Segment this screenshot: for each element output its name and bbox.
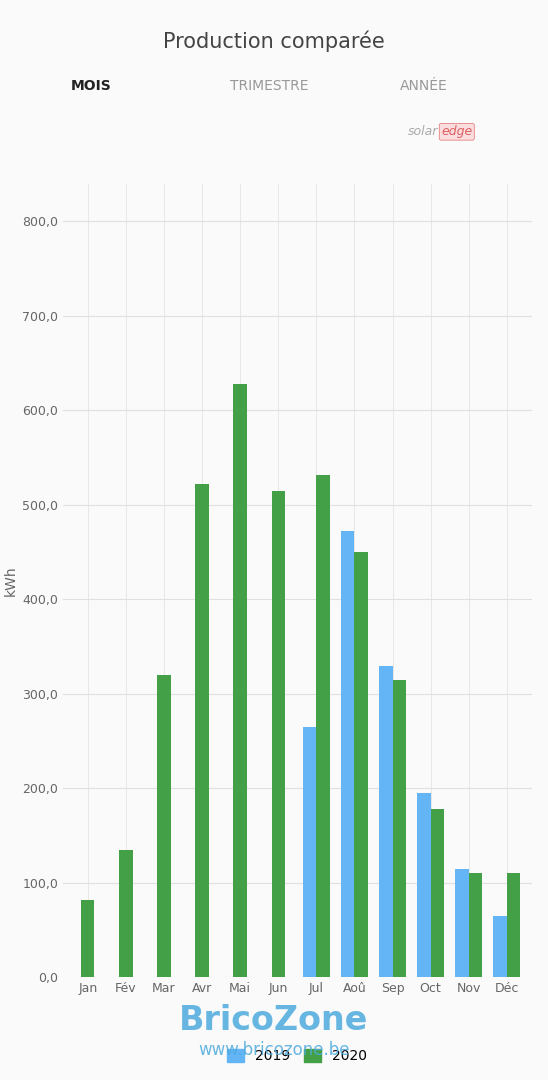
Bar [196,484,209,977]
Text: MOIS: MOIS [71,80,112,93]
Text: ANNÉE: ANNÉE [400,80,448,93]
Bar [355,552,368,977]
Text: solar: solar [408,125,438,138]
Bar [431,809,444,977]
Bar [233,383,247,977]
Text: edge: edge [441,125,472,138]
Bar [493,916,507,977]
Bar [455,868,469,977]
Text: BricoZone: BricoZone [179,1004,369,1037]
Y-axis label: kWh: kWh [4,565,18,596]
Bar [507,874,520,977]
Text: TRIMESTRE: TRIMESTRE [230,80,309,93]
Bar [341,531,355,977]
Bar [303,727,316,977]
Bar [469,874,482,977]
Text: Production comparée: Production comparée [163,30,385,52]
Bar [316,475,330,977]
Bar [272,490,285,977]
Bar [417,793,431,977]
Text: www.bricozone.be: www.bricozone.be [198,1041,350,1058]
Bar [379,665,392,977]
Bar [81,900,94,977]
Bar [157,675,170,977]
Bar [119,850,133,977]
Legend: 2019, 2020: 2019, 2020 [222,1044,373,1069]
Bar [392,679,406,977]
